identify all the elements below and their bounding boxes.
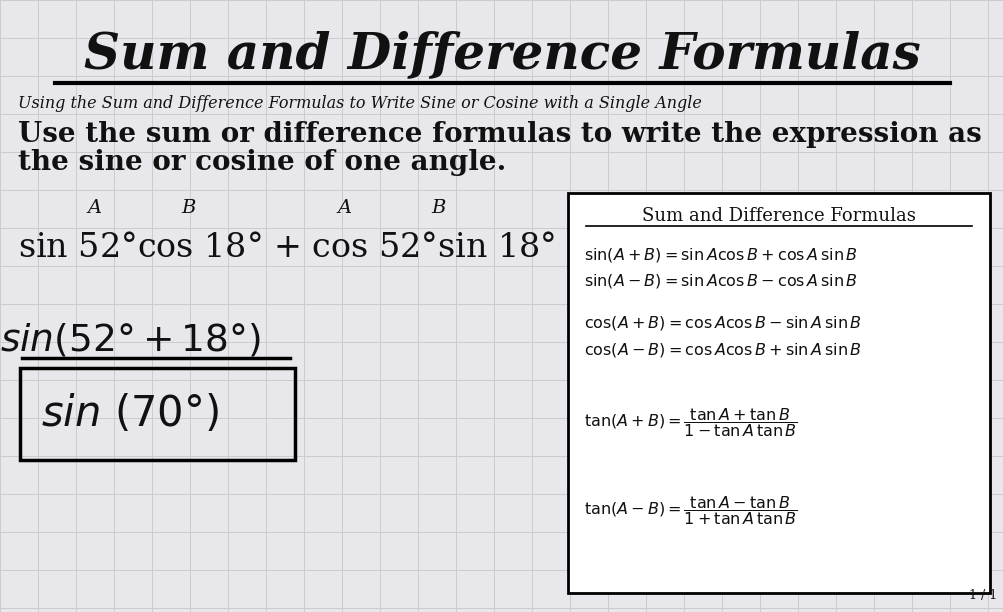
Text: B: B — [181, 199, 195, 217]
Bar — [568, 193, 989, 593]
Text: B: B — [430, 199, 444, 217]
Text: 1 / 1: 1 / 1 — [968, 589, 996, 602]
Text: $\mathit{sin}(52° + 18°)$: $\mathit{sin}(52° + 18°)$ — [0, 321, 260, 359]
Text: $\mathit{sin}\ (70°)$: $\mathit{sin}\ (70°)$ — [41, 393, 219, 435]
Text: $\mathrm{cos}(\mathit{A} - \mathit{B}) = \cos\mathit{A}\cos\mathit{B} + \mathrm{: $\mathrm{cos}(\mathit{A} - \mathit{B}) =… — [584, 341, 861, 359]
Text: $\mathrm{tan}(\mathit{A} + \mathit{B}) = \dfrac{\tan\mathit{A} + \tan\mathit{B}}: $\mathrm{tan}(\mathit{A} + \mathit{B}) =… — [584, 406, 797, 439]
Text: A: A — [88, 199, 102, 217]
Text: $\mathrm{tan}(\mathit{A} - \mathit{B}) = \dfrac{\tan\mathit{A} - \tan\mathit{B}}: $\mathrm{tan}(\mathit{A} - \mathit{B}) =… — [584, 494, 797, 528]
Bar — [20, 368, 295, 460]
Text: Sum and Difference Formulas: Sum and Difference Formulas — [83, 31, 920, 80]
Text: $\mathrm{sin}(\mathit{A} + \mathit{B}) = \mathrm{sin}\,\mathit{A}\cos\mathit{B} : $\mathrm{sin}(\mathit{A} + \mathit{B}) =… — [584, 246, 857, 264]
Text: the sine or cosine of one angle.: the sine or cosine of one angle. — [18, 149, 506, 176]
Text: $\mathrm{sin}(\mathit{A} - \mathit{B}) = \mathrm{sin}\,\mathit{A}\cos\mathit{B} : $\mathrm{sin}(\mathit{A} - \mathit{B}) =… — [584, 272, 857, 290]
Text: Use the sum or difference formulas to write the expression as: Use the sum or difference formulas to wr… — [18, 122, 981, 149]
Text: $\mathrm{cos}(\mathit{A} + \mathit{B}) = \cos\mathit{A}\cos\mathit{B} - \mathrm{: $\mathrm{cos}(\mathit{A} + \mathit{B}) =… — [584, 314, 861, 332]
Text: sin 52$\degree$cos 18$\degree$ + cos 52$\degree$sin 18$\degree$: sin 52$\degree$cos 18$\degree$ + cos 52$… — [18, 232, 555, 264]
Text: Sum and Difference Formulas: Sum and Difference Formulas — [642, 207, 915, 225]
Text: Using the Sum and Difference Formulas to Write Sine or Cosine with a Single Angl: Using the Sum and Difference Formulas to… — [18, 94, 701, 111]
Text: A: A — [338, 199, 352, 217]
